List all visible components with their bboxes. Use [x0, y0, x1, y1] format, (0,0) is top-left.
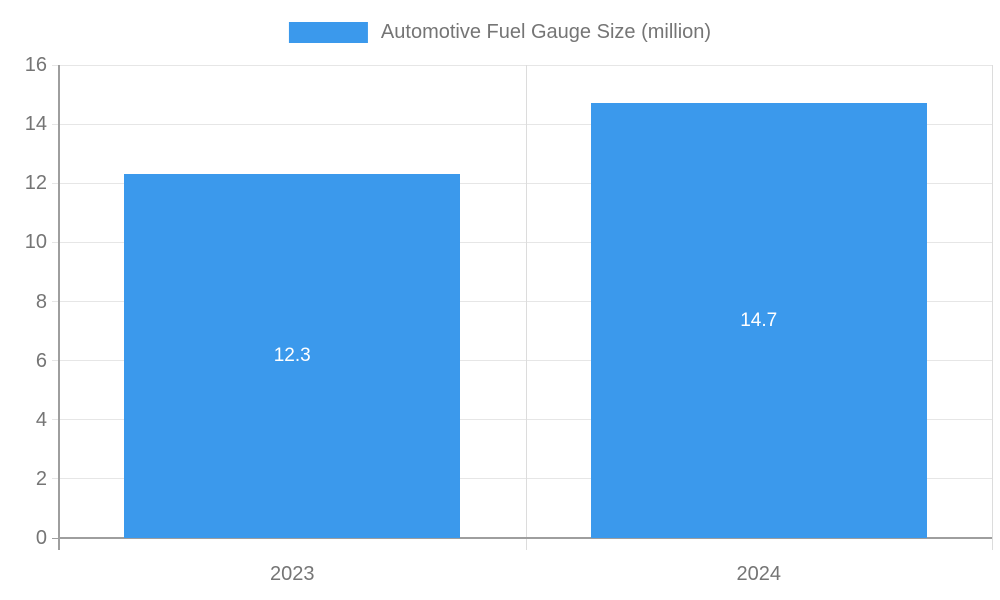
y-axis-tick-14	[52, 123, 59, 125]
y-tick-label-0: 0	[35, 527, 47, 549]
y-axis-tick-12	[52, 182, 59, 184]
legend-item[interactable]: Automotive Fuel Gauge Size (million)	[288, 21, 712, 43]
category-separator-line	[525, 65, 527, 550]
y-axis-tick-10	[52, 241, 59, 243]
bar-2024[interactable]: 14.7	[590, 103, 927, 538]
y-tick-label-8: 8	[35, 290, 47, 313]
y-axis-tick-4	[52, 419, 59, 421]
category-separator-line	[991, 65, 993, 550]
y-tick-label-14: 14	[24, 113, 47, 136]
bar-value-label-2024: 14.7	[740, 309, 778, 331]
y-tick-label-16: 16	[24, 54, 47, 76]
y-axis-tick-0	[52, 537, 59, 539]
x-axis-line	[59, 537, 992, 539]
legend-color-swatch	[288, 21, 368, 43]
bar-2023[interactable]: 12.3	[124, 174, 461, 538]
y-tick-label-4: 4	[35, 408, 47, 431]
y-tick-label-2: 2	[35, 467, 47, 490]
y-axis-tick-2	[52, 478, 59, 480]
y-tick-label-10: 10	[24, 231, 47, 254]
y-axis-tick-6	[52, 360, 59, 362]
y-axis-tick-8	[52, 301, 59, 302]
legend-label: Automotive Fuel Gauge Size (million)	[380, 21, 712, 43]
y-tick-label-6: 6	[35, 349, 47, 372]
y-axis-tick-16	[52, 64, 59, 66]
x-tick-label-2023: 2023	[270, 563, 315, 585]
x-tick-label-2024: 2024	[736, 563, 782, 585]
y-axis-line	[58, 65, 60, 550]
plot-area: 0 2 4 6 8 10 12 14 16 12.3 2023 14.7 2024	[25, 54, 993, 585]
bar-value-label-2023: 12.3	[273, 345, 311, 367]
y-tick-label-12: 12	[24, 172, 47, 195]
